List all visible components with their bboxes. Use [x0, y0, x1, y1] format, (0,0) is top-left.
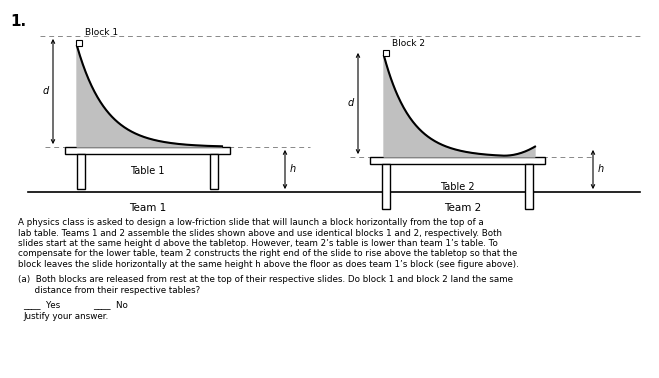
Text: distance from their respective tables?: distance from their respective tables? [18, 286, 200, 295]
Text: ____  No: ____ No [93, 301, 128, 310]
Text: slides start at the same height d above the tabletop. However, team 2’s table is: slides start at the same height d above … [18, 239, 498, 248]
Text: Justify your answer.: Justify your answer. [23, 312, 108, 321]
Text: d: d [348, 99, 354, 108]
Text: h: h [290, 164, 296, 175]
Bar [382, 164, 390, 209]
Text: Team 2: Team 2 [444, 203, 481, 213]
Text: d: d [43, 87, 49, 96]
Bar [77, 154, 85, 189]
Text: block leaves the slide horizontally at the same height h above the floor as does: block leaves the slide horizontally at t… [18, 260, 519, 269]
Bar [370, 157, 545, 164]
Bar [65, 147, 230, 154]
Bar [525, 164, 533, 209]
Text: Block 2: Block 2 [392, 39, 425, 48]
Text: Table 2: Table 2 [440, 181, 475, 192]
Polygon shape [77, 46, 222, 147]
Text: 1.: 1. [10, 14, 26, 29]
Text: (a)  Both blocks are released from rest at the top of their respective slides. D: (a) Both blocks are released from rest a… [18, 276, 513, 285]
Text: lab table. Teams 1 and 2 assemble the slides shown above and use identical block: lab table. Teams 1 and 2 assemble the sl… [18, 228, 502, 237]
Polygon shape [384, 56, 535, 157]
Text: ____  Yes: ____ Yes [23, 301, 60, 310]
Bar [76, 40, 82, 46]
Text: Table 1: Table 1 [130, 166, 165, 177]
Text: Team 1: Team 1 [129, 203, 166, 213]
Text: A physics class is asked to design a low-friction slide that will launch a block: A physics class is asked to design a low… [18, 218, 484, 227]
Text: Block 1: Block 1 [85, 28, 118, 37]
Text: compensate for the lower table, team 2 constructs the right end of the slide to : compensate for the lower table, team 2 c… [18, 249, 517, 259]
Text: h: h [598, 164, 604, 175]
Bar [383, 50, 389, 56]
Bar [210, 154, 218, 189]
